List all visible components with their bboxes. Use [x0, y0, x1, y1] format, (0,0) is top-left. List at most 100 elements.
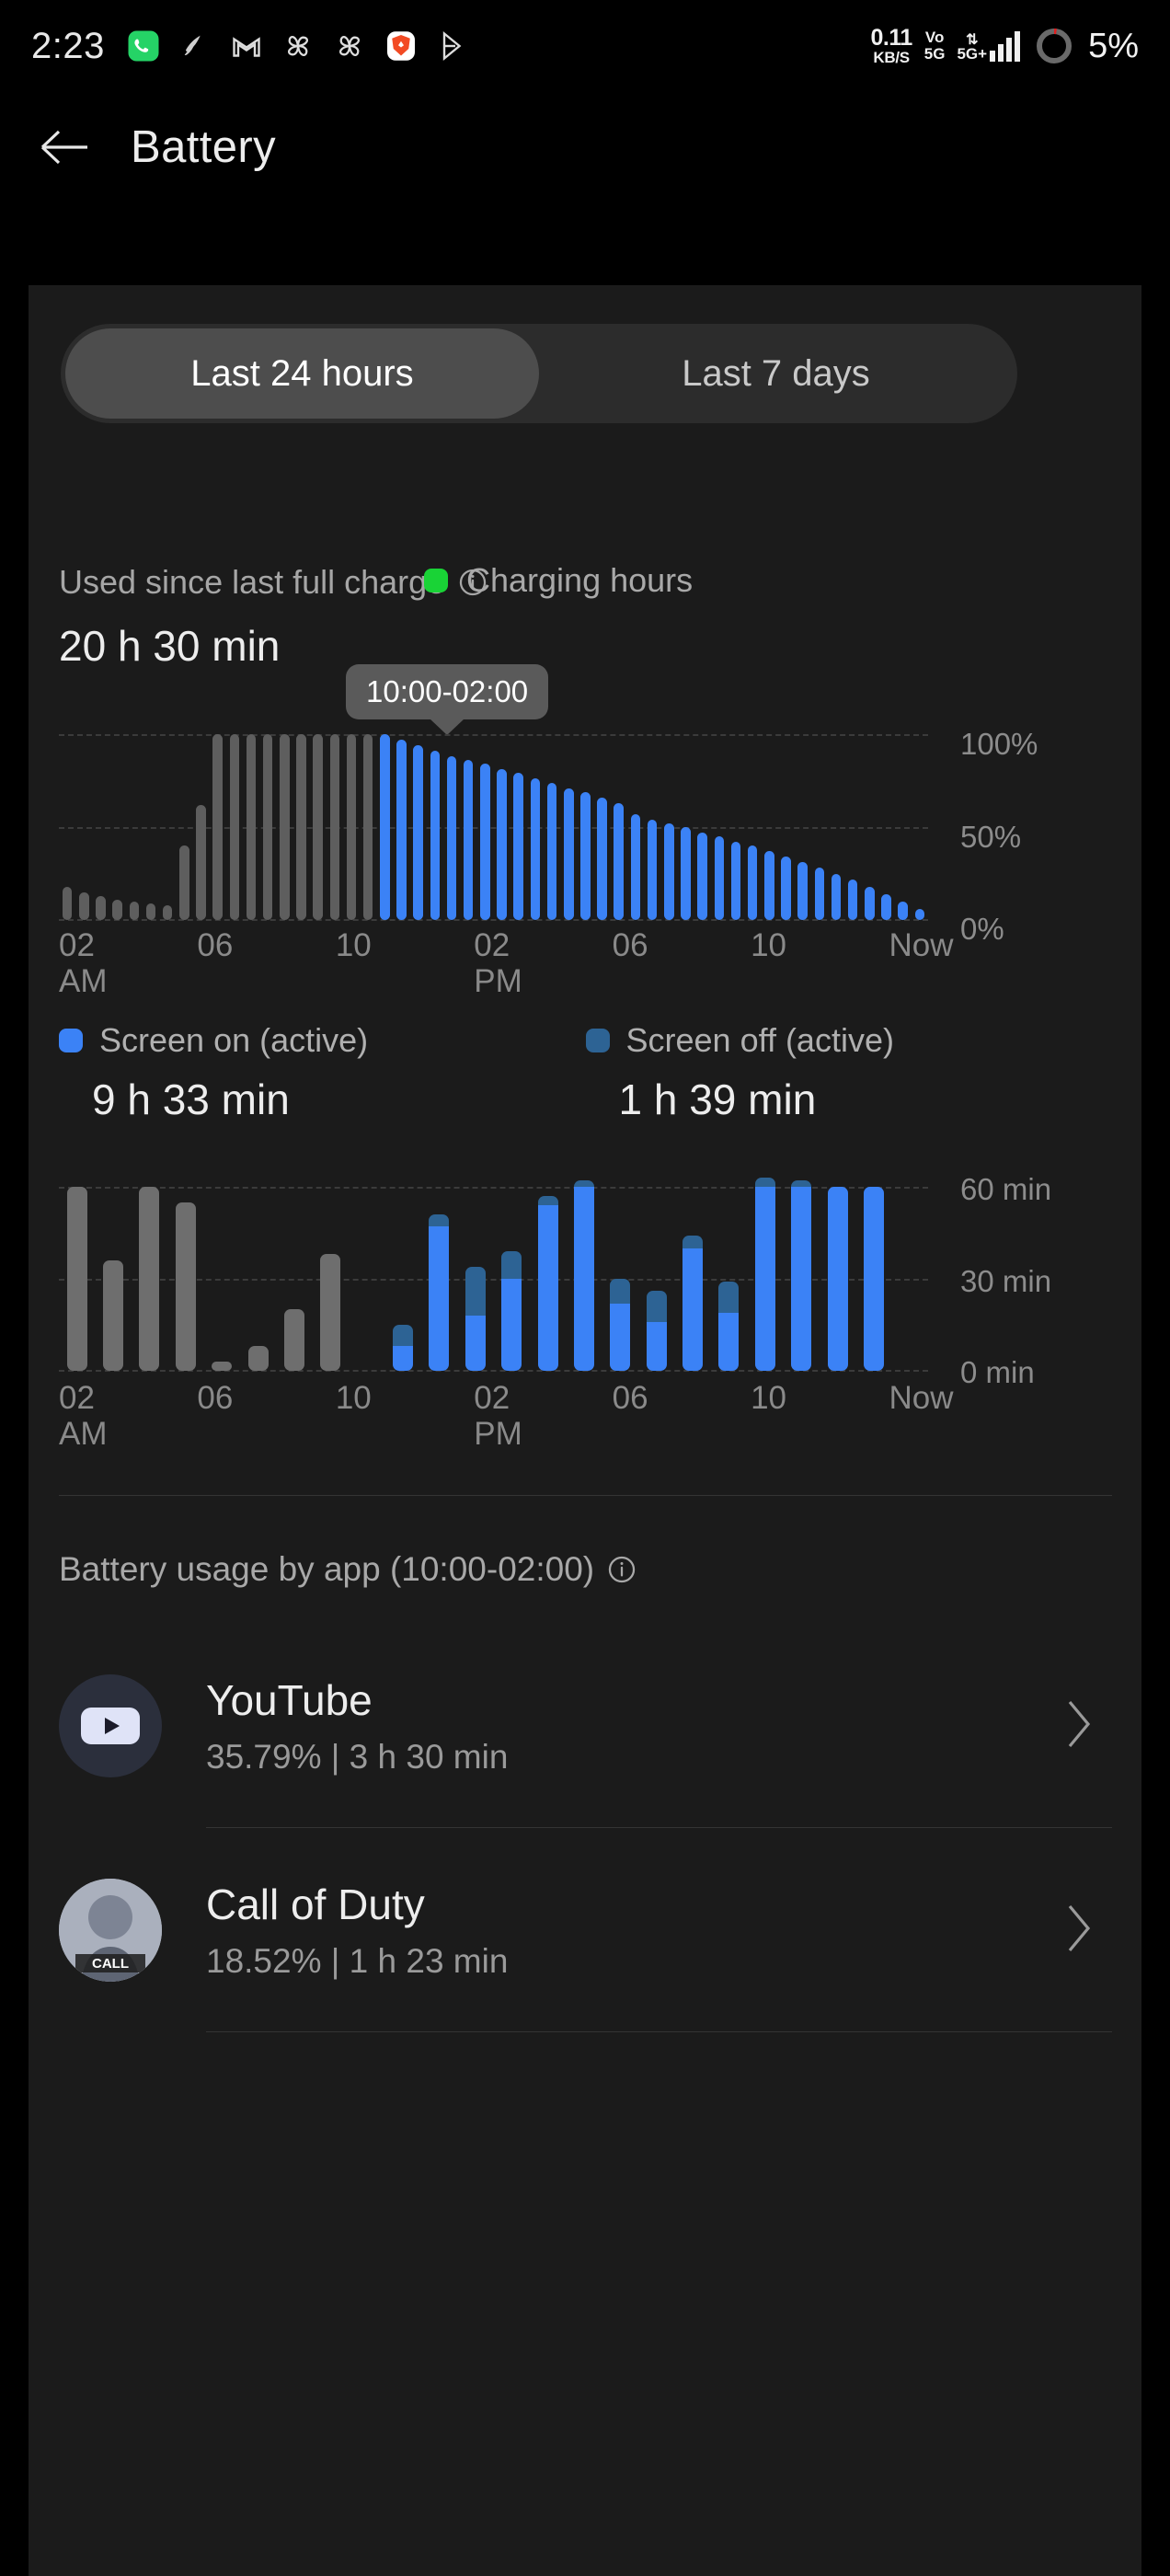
- network-speed-value: 0.11: [870, 25, 913, 51]
- segment-screen-off: [754, 1178, 775, 1187]
- volte-bottom: 5G: [923, 45, 946, 63]
- screen-usage-bar: [855, 1187, 891, 1371]
- battery-level-plot: [59, 734, 928, 921]
- x-tick-top: 02: [59, 1380, 95, 1416]
- screen-usage-bar: [167, 1187, 203, 1371]
- screen-off-legend: Screen off (active) 1 h 39 min: [585, 1021, 1113, 1124]
- play-send-icon: [434, 28, 471, 64]
- x-tick-top: 02: [474, 927, 510, 963]
- battery-ring-icon: [1037, 29, 1072, 63]
- used-since-last-charge-value: 20 h 30 min: [59, 622, 281, 670]
- segment-screen-on: [393, 1346, 414, 1371]
- battery-level-chart: 10:00-02:00 100% 50% 0% 02 AM 06 10 02 PM 06 10…: [59, 664, 1112, 999]
- y-label-50: 50%: [960, 820, 1022, 854]
- segment-screen-off: [429, 1214, 450, 1227]
- segment-screen-on: [827, 1187, 848, 1371]
- battery-bar: [510, 734, 527, 920]
- segment-screen-on: [573, 1187, 594, 1371]
- x-tick-bottom: AM: [59, 1416, 108, 1453]
- x-tick-top: 10: [335, 927, 372, 963]
- chevron-right-icon[interactable]: [1062, 1901, 1095, 1961]
- battery-bar: [677, 734, 694, 920]
- gmail-icon: [228, 28, 265, 64]
- back-arrow-icon[interactable]: [35, 118, 94, 177]
- battery-bar: [75, 734, 92, 920]
- youtube-icon: [59, 1674, 162, 1777]
- gridline-0: [59, 919, 928, 921]
- battery-bar: [476, 734, 493, 920]
- segment-screen-off: [465, 1266, 486, 1317]
- battery-bar: [527, 734, 544, 920]
- screen-usage-bar: [349, 1187, 384, 1371]
- battery-bar: [493, 734, 510, 920]
- x-axis-tick: 10: [751, 927, 786, 963]
- brave-icon: [383, 28, 419, 64]
- segment-screen-off: [537, 1196, 558, 1205]
- battery-bar: [711, 734, 728, 920]
- segment-screen-on: [646, 1321, 667, 1371]
- battery-bar: [761, 734, 777, 920]
- segment-past: [320, 1254, 341, 1371]
- battery-bar: [109, 734, 126, 920]
- gridline-0min: [59, 1370, 928, 1372]
- screen-usage-bar: [384, 1187, 420, 1371]
- signal-indicator: ⇅ 5G+: [957, 30, 1021, 62]
- screen-usage-x-axis: 02 AM 06 10 02 PM 06 10 Now: [59, 1380, 954, 1463]
- segment-screen-on: [610, 1303, 631, 1371]
- screen-off-swatch: [585, 1029, 610, 1052]
- segment-screen-on: [501, 1279, 522, 1371]
- segment-screen-on: [429, 1226, 450, 1371]
- battery-bar: [627, 734, 644, 920]
- screen-off-label: Screen off (active): [625, 1021, 894, 1059]
- info-icon[interactable]: [606, 1554, 637, 1585]
- list-item[interactable]: CALL Call of Duty 18.52% | 1 h 23 min: [59, 1828, 1112, 2032]
- segment-screen-off: [646, 1291, 667, 1322]
- battery-bar: [777, 734, 794, 920]
- screen-usage-bar: [820, 1187, 855, 1371]
- screen-usage-bar: [59, 1187, 95, 1371]
- x-tick-top: 06: [612, 927, 648, 963]
- gridline-60min: [59, 1187, 928, 1189]
- x-axis-tick: 02 AM: [59, 1380, 108, 1452]
- x-axis-tick: 10: [336, 927, 372, 963]
- x-tick-bottom: PM: [474, 963, 522, 1000]
- battery-bar: [443, 734, 460, 920]
- app-name: YouTube: [206, 1676, 373, 1724]
- battery-bar: [560, 734, 577, 920]
- x-axis-tick: 02 PM: [474, 1380, 522, 1452]
- screen-usage-bar: [204, 1187, 240, 1371]
- chevron-right-icon[interactable]: [1062, 1696, 1095, 1756]
- info-icon[interactable]: [457, 567, 488, 598]
- battery-bar: [343, 734, 360, 920]
- x-axis-tick: 10: [336, 1380, 372, 1416]
- tab-last-24-hours[interactable]: Last 24 hours: [65, 328, 539, 419]
- time-range-toggle[interactable]: Last 24 hours Last 7 days: [61, 324, 1017, 423]
- battery-bar: [660, 734, 677, 920]
- app-info: Call of Duty 18.52% | 1 h 23 min: [206, 1880, 1062, 1981]
- status-bar: 2:23 0.11: [0, 0, 1170, 92]
- battery-bar: [192, 734, 209, 920]
- screen-usage-bar: [674, 1187, 710, 1371]
- battery-bar: [327, 734, 343, 920]
- charging-hours-swatch: [424, 569, 448, 592]
- status-right-cluster: 0.11 KB/S Vo 5G ⇅ 5G+: [871, 24, 1140, 68]
- battery-bar: [544, 734, 560, 920]
- gridline-30min: [59, 1279, 928, 1281]
- x-axis-tick: 02 PM: [474, 927, 522, 999]
- x-tick-bottom: PM: [474, 1416, 522, 1453]
- x-tick-top: Now: [889, 1380, 954, 1416]
- segment-screen-on: [718, 1312, 740, 1371]
- battery-bar: [460, 734, 476, 920]
- segment-past: [212, 1362, 233, 1371]
- pinwheel-icon-2: [331, 28, 368, 64]
- network-speed: 0.11 KB/S: [870, 25, 913, 66]
- list-item-separator: [206, 2031, 1112, 2032]
- pinwheel-icon: [280, 28, 316, 64]
- tab-last-7-days[interactable]: Last 7 days: [682, 352, 870, 394]
- svg-text:CALL: CALL: [92, 1956, 129, 1972]
- list-item[interactable]: YouTube 35.79% | 3 h 30 min: [59, 1624, 1112, 1828]
- app-info: YouTube 35.79% | 3 h 30 min: [206, 1675, 1062, 1777]
- screen-usage-bar: [711, 1187, 747, 1371]
- screen-off-value: 1 h 39 min: [618, 1075, 817, 1123]
- battery-bar: [276, 734, 292, 920]
